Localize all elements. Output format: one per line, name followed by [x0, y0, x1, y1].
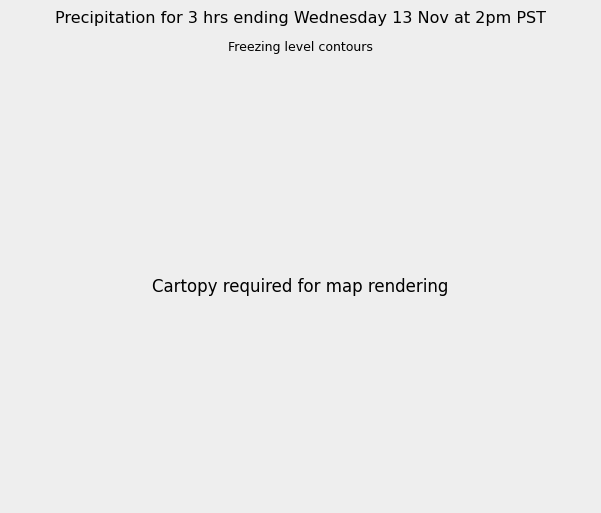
Text: Cartopy required for map rendering: Cartopy required for map rendering [152, 278, 449, 296]
Text: Precipitation for 3 hrs ending Wednesday 13 Nov at 2pm PST: Precipitation for 3 hrs ending Wednesday… [55, 11, 546, 26]
Text: Freezing level contours: Freezing level contours [228, 41, 373, 54]
